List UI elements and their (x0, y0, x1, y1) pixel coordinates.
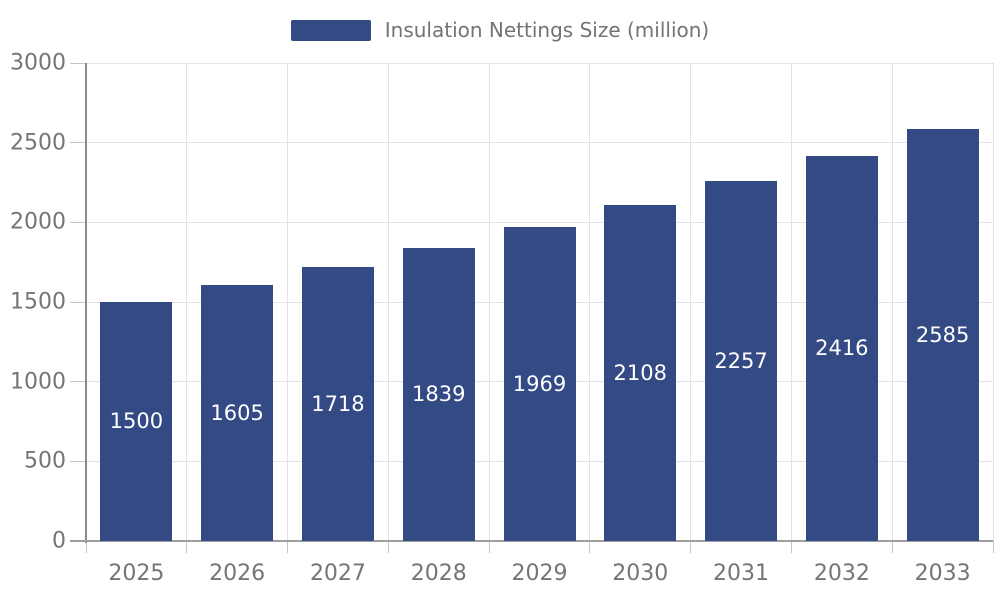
bar-2028[interactable]: 1839 (402, 247, 475, 541)
gridline-vertical (387, 63, 389, 541)
gridline-vertical (790, 63, 792, 541)
y-tick-label: 2000 (10, 209, 66, 235)
x-tick-label: 2028 (410, 561, 467, 586)
legend-swatch-icon (290, 19, 371, 41)
bar-2031[interactable]: 2257 (705, 181, 778, 541)
x-tick-label: 2029 (511, 561, 568, 586)
x-axis-line (70, 540, 993, 542)
y-tick-mark (70, 221, 86, 223)
x-tick-label: 2026 (209, 561, 266, 586)
gridline-horizontal (86, 142, 993, 144)
gridline-vertical (287, 63, 289, 541)
bar-2030[interactable]: 2108 (604, 205, 677, 541)
legend-label: Insulation Nettings Size (million) (384, 18, 710, 42)
bar-2026[interactable]: 1605 (201, 285, 274, 541)
bar-2032[interactable]: 2416 (805, 156, 878, 541)
bar-2027[interactable]: 1718 (301, 267, 374, 541)
x-tick-mark (387, 541, 389, 553)
x-tick-label: 2027 (309, 561, 366, 586)
y-tick-mark (70, 381, 86, 383)
y-tick-label: 1500 (10, 289, 66, 315)
gridline-vertical (690, 63, 692, 541)
bar-value-label: 1969 (512, 371, 567, 396)
gridline-vertical (589, 63, 591, 541)
legend[interactable]: Insulation Nettings Size (million) (0, 16, 1000, 44)
gridline-horizontal (86, 62, 993, 64)
bar-2033[interactable]: 2585 (906, 129, 979, 541)
bar-value-label: 2257 (714, 348, 768, 373)
y-tick-mark (70, 62, 86, 64)
bar-value-label: 2108 (613, 360, 667, 385)
gridline-vertical (992, 63, 994, 541)
x-tick-label: 2025 (108, 561, 165, 586)
bar-value-label: 1605 (210, 400, 264, 425)
bar-value-label: 1500 (109, 409, 164, 433)
bar-value-label: 1718 (311, 391, 365, 416)
x-tick-mark (589, 541, 591, 553)
y-tick-label: 3000 (10, 50, 66, 76)
y-tick-label: 2500 (10, 130, 66, 156)
x-tick-mark (992, 541, 994, 553)
gridline-horizontal (86, 221, 993, 223)
bar-value-label: 2416 (815, 336, 869, 361)
y-tick-mark (70, 460, 86, 462)
x-tick-label: 2032 (813, 561, 870, 586)
x-tick-label: 2033 (914, 561, 971, 586)
y-tick-mark (70, 142, 86, 144)
x-tick-mark (287, 541, 289, 553)
x-tick-mark (85, 541, 87, 553)
bar-value-label: 2585 (915, 322, 970, 347)
y-axis-line (85, 63, 87, 543)
y-tick-label: 500 (24, 448, 66, 474)
bar-2025[interactable]: 1500 (100, 302, 173, 541)
gridline-vertical (186, 63, 188, 541)
x-tick-label: 2030 (612, 561, 669, 586)
y-tick-label: 0 (52, 528, 66, 554)
gridline-vertical (488, 63, 490, 541)
gridline-vertical (891, 63, 893, 541)
y-tick-label: 1000 (10, 369, 66, 395)
x-tick-mark (891, 541, 893, 553)
x-tick-mark (690, 541, 692, 553)
x-tick-label: 2031 (713, 561, 770, 586)
bar-2029[interactable]: 1969 (503, 227, 576, 541)
x-tick-mark (488, 541, 490, 553)
x-tick-mark (186, 541, 188, 553)
y-tick-mark (70, 301, 86, 303)
bar-value-label: 1839 (411, 381, 466, 406)
x-tick-mark (790, 541, 792, 553)
